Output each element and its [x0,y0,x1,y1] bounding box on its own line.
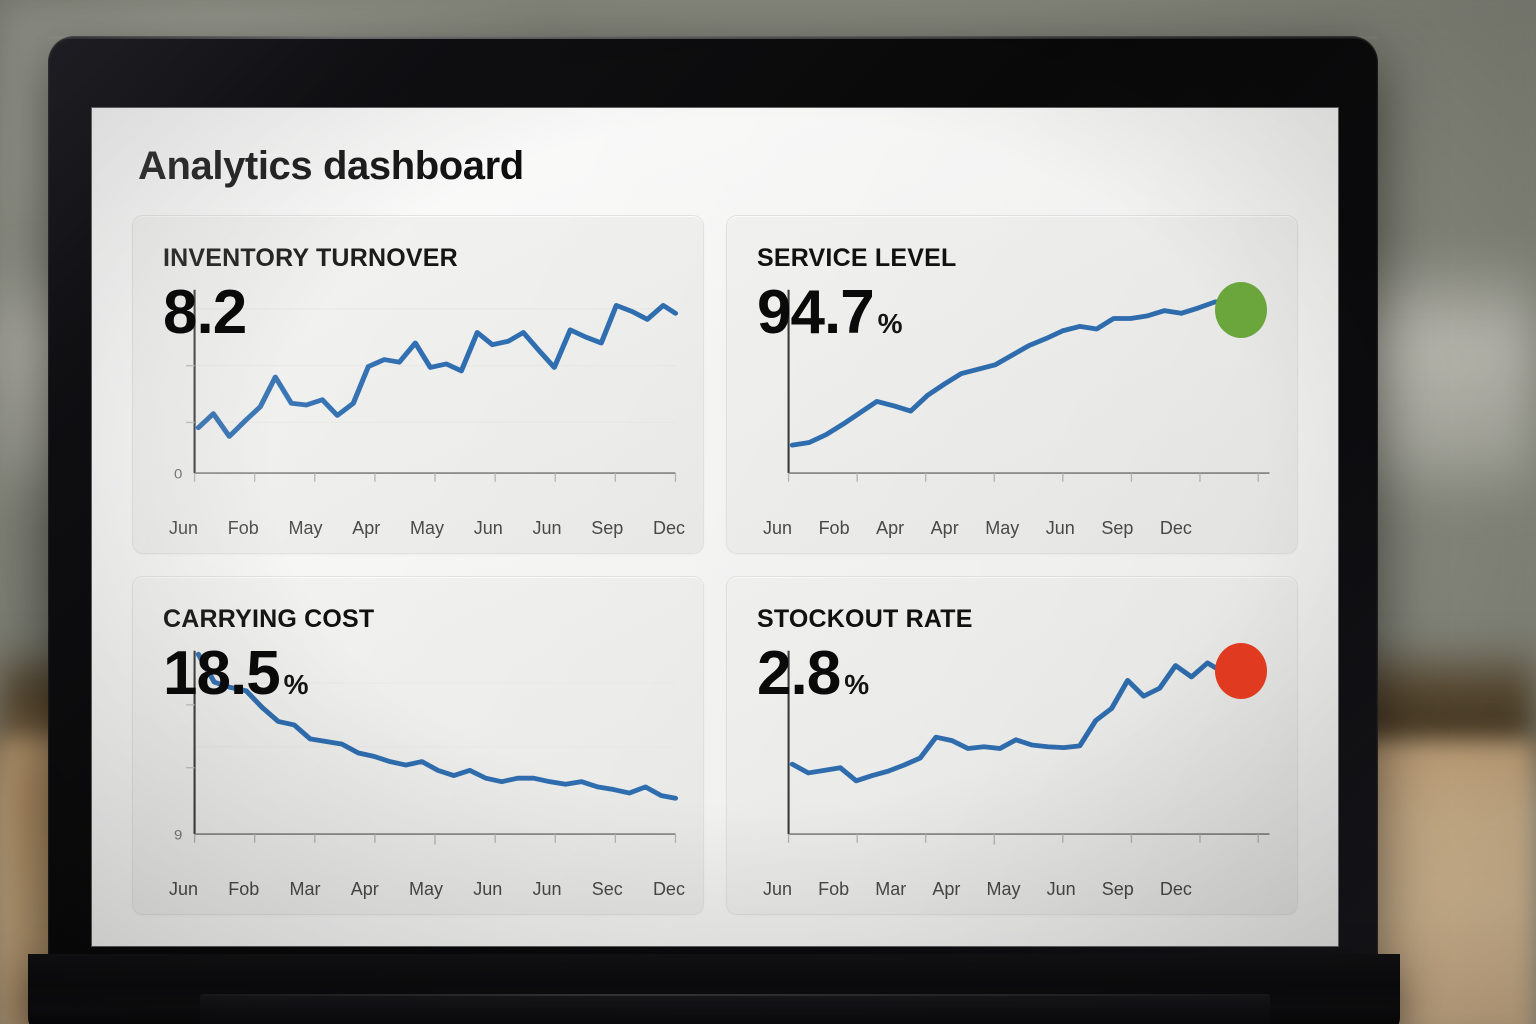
x-tick-marks [193,834,677,845]
x-tick-label: Fob [818,879,849,900]
card-label: INVENTORY TURNOVER [163,244,677,273]
x-tick-label: Dec [653,879,685,900]
x-tick-label: Fob [819,518,850,539]
status-indicator-green [1215,282,1267,338]
x-tick-label: Apr [931,518,959,539]
card-unit: % [844,669,870,700]
x-tick-label: Jun [532,879,561,900]
y-axis-bottom-label: 9 [174,828,182,843]
sparkline-chart-service-level [751,274,1277,501]
metric-card-inventory-turnover[interactable]: INVENTORY TURNOVER [132,215,704,554]
x-tick-label: Fob [228,879,259,900]
x-axis-labels-stockout-rate: Jun Fob Mar Apr May Jun Sep Dec [763,879,1192,900]
x-tick-label: Apr [876,518,904,539]
page-title: Analytics dashboard [138,144,1298,189]
x-tick-label: Jun [532,518,561,539]
x-tick-label: May [410,518,444,539]
chart-svg: 0 [174,289,679,482]
card-label: SERVICE LEVEL [757,244,1271,273]
y-tick-marks [186,704,195,769]
card-unit: % [283,669,309,700]
card-value-row: 2.8 % [757,643,869,705]
x-tick-label: Mar [290,879,321,900]
x-axis-labels-carrying-cost: Jun Fob Mar Apr May Jun Jun Sec Dec [169,879,685,900]
x-tick-label: Apr [932,879,960,900]
card-value: 18.5 [163,639,281,708]
metric-cards-grid: INVENTORY TURNOVER [132,215,1298,915]
card-value: 2.8 [757,639,841,708]
x-tick-label: Jun [763,518,792,539]
x-tick-label: Dec [1160,518,1192,539]
x-tick-label: May [289,518,323,539]
card-value-row: 94.7 % [757,282,903,344]
chart-svg [787,289,1270,482]
x-tick-label: Jun [474,518,503,539]
x-tick-label: Sep [1102,879,1134,900]
x-tick-label: Apr [351,879,379,900]
y-tick-marks [186,364,195,424]
card-value: 8.2 [163,278,247,347]
chart-line [789,650,1243,784]
x-tick-marks [787,473,1259,482]
laptop-hinge [200,994,1270,1024]
metric-card-stockout-rate[interactable]: STOCKOUT RATE [726,576,1298,915]
chart-svg: 9 [174,650,679,845]
x-tick-label: Jun [1046,518,1075,539]
card-label: CARRYING COST [163,605,677,634]
gridlines [194,682,676,748]
card-value-row: 8.2 [163,282,250,344]
card-unit: % [877,308,903,339]
x-axis-labels-inventory-turnover: Jun Fob May Apr May Jun Jun Sep Dec [169,518,685,539]
x-tick-label: May [409,879,443,900]
x-tick-label: Dec [1160,879,1192,900]
x-tick-label: Sep [591,518,623,539]
x-tick-label: Fob [228,518,259,539]
x-tick-label: Apr [352,518,380,539]
card-value-row: 18.5 % [163,643,309,705]
dashboard-root: Analytics dashboard INVENTORY TURNOVER [92,108,1338,946]
x-tick-marks [193,473,677,482]
x-tick-label: Jun [169,518,198,539]
x-tick-label: May [985,518,1019,539]
chart-line [195,303,679,439]
metric-card-carrying-cost[interactable]: CARRYING COST [132,576,704,915]
sparkline-chart-carrying-cost: 9 [157,635,683,862]
chart-svg [787,650,1270,845]
x-tick-label: May [987,879,1021,900]
status-indicator-red [1215,643,1267,699]
sparkline-chart-stockout-rate [751,635,1277,862]
x-tick-label: Sec [592,879,623,900]
x-tick-label: Sep [1101,518,1133,539]
sparkline-chart-inventory-turnover: 0 [157,274,683,501]
x-tick-label: Mar [875,879,906,900]
metric-card-service-level[interactable]: SERVICE LEVEL [726,215,1298,554]
card-value: 94.7 [757,278,875,347]
x-tick-label: Jun [169,879,198,900]
x-tick-marks [787,834,1259,845]
card-label: STOCKOUT RATE [757,605,1271,634]
x-axis-labels-service-level: Jun Fob Apr Apr May Jun Sep Dec [763,518,1192,539]
x-tick-label: Jun [1047,879,1076,900]
x-tick-label: Jun [763,879,792,900]
x-tick-label: Dec [653,518,685,539]
y-axis-bottom-label: 0 [174,467,182,482]
x-tick-label: Jun [473,879,502,900]
chart-line [789,298,1252,448]
chart-line [195,651,679,801]
